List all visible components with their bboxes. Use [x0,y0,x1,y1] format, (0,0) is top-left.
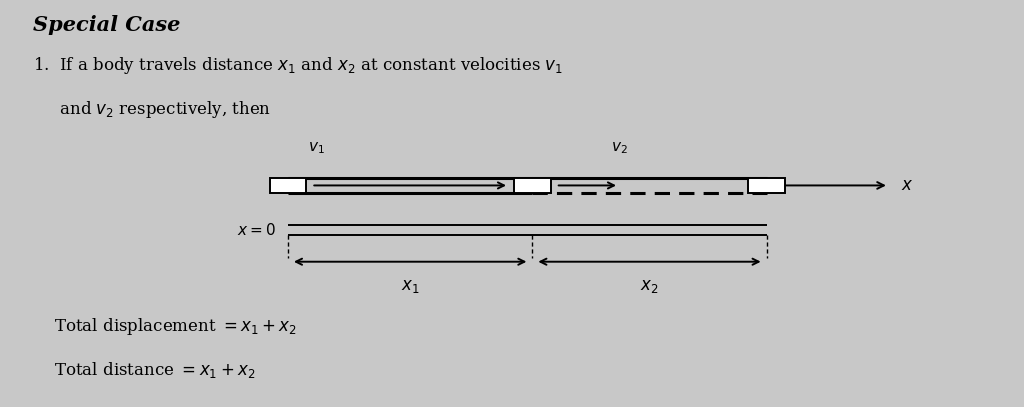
Text: 1.  If a body travels distance $x_1$ and $x_2$ at constant velocities $v_1$: 1. If a body travels distance $x_1$ and … [34,55,563,76]
Bar [514,178,551,193]
Text: $x_1$: $x_1$ [400,278,420,295]
Text: Total displacement $= x_1 + x_2$: Total displacement $= x_1 + x_2$ [34,316,297,337]
Bar [269,178,306,193]
Text: $v_2$: $v_2$ [610,140,628,156]
Text: $x$: $x$ [901,177,913,194]
Text: Special Case: Special Case [34,15,180,35]
Text: $x_2$: $x_2$ [640,278,658,295]
Text: $x=0$: $x=0$ [237,221,275,238]
Bar [749,178,785,193]
Text: and $v_2$ respectively, then: and $v_2$ respectively, then [34,99,271,120]
Text: $v_1$: $v_1$ [308,140,325,156]
Text: Total distance $= x_1 + x_2$: Total distance $= x_1 + x_2$ [34,360,256,380]
